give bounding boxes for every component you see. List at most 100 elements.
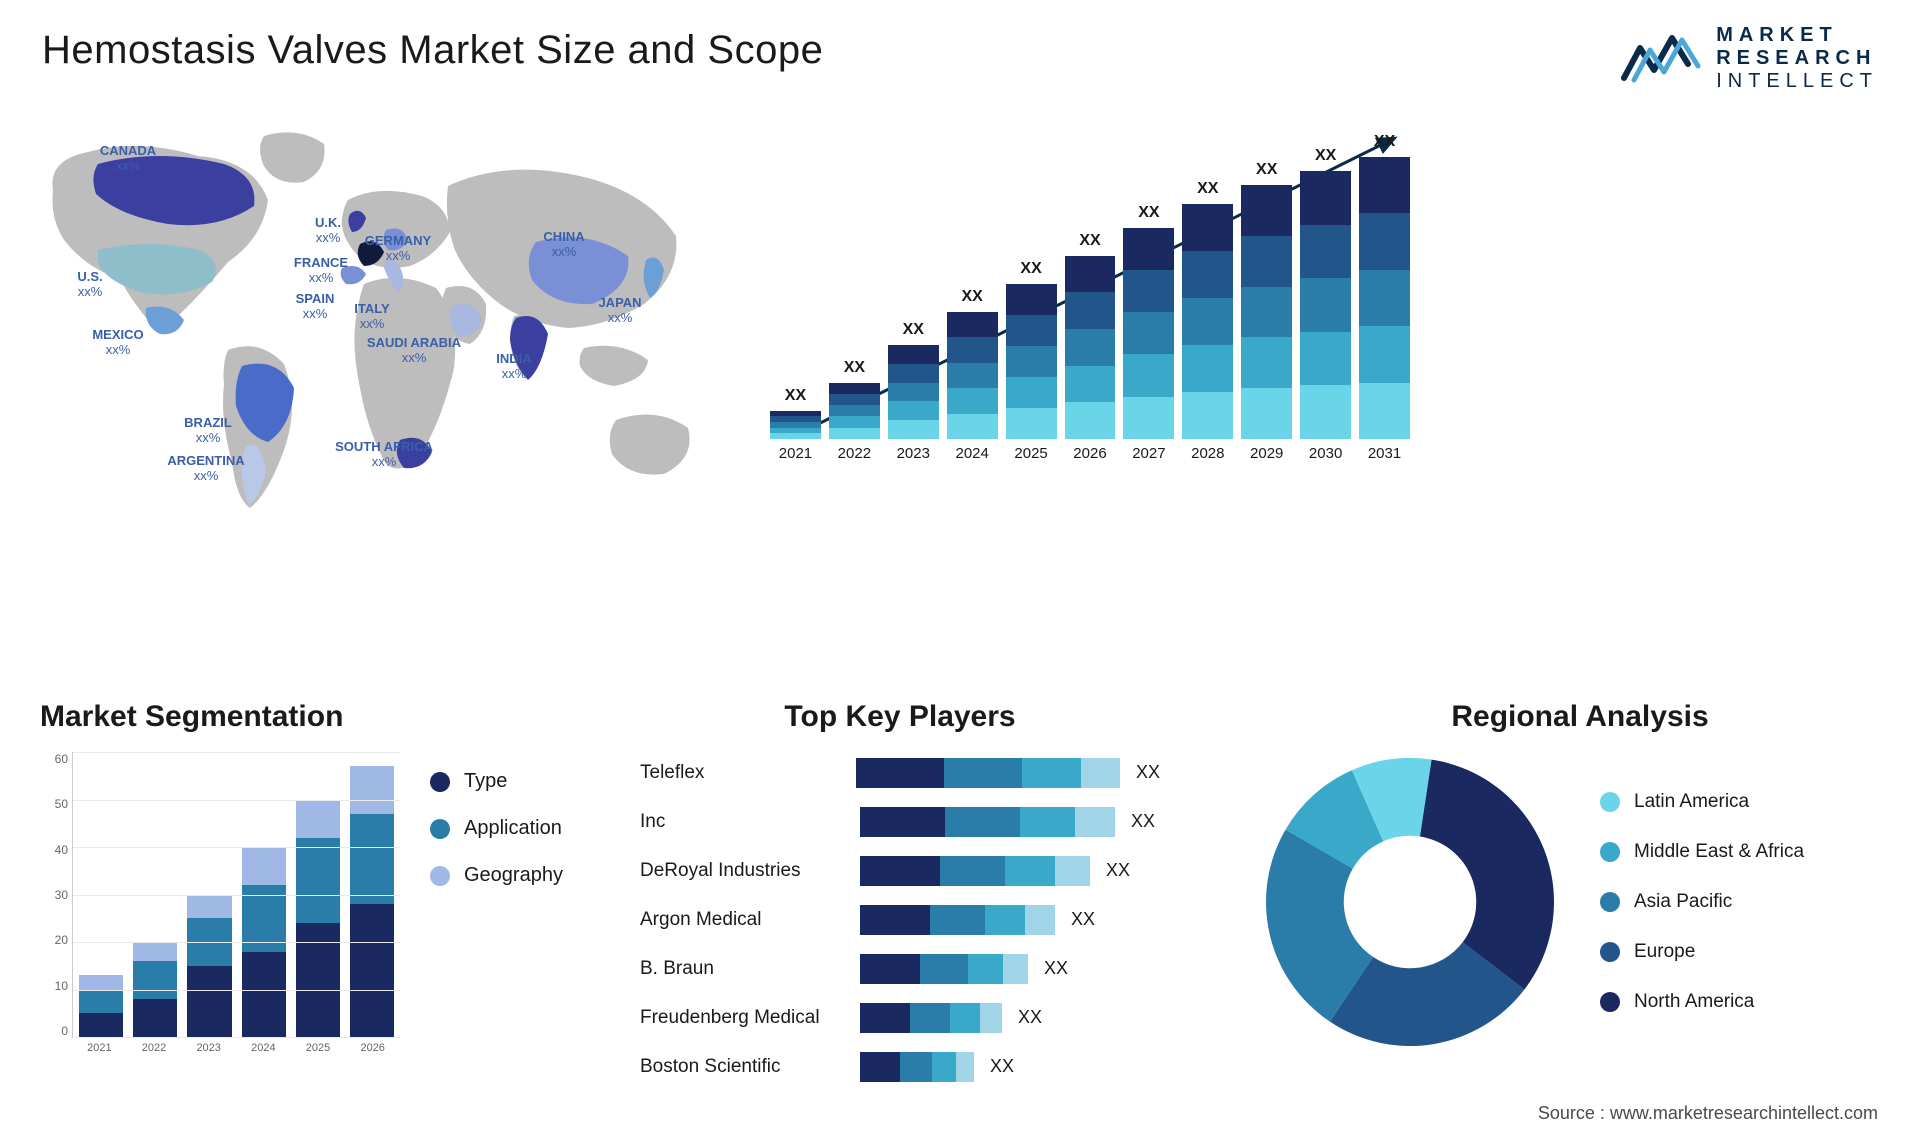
segmentation-xaxis: 202120222023202420252026: [72, 1038, 400, 1062]
growth-bar-value-label: XX: [962, 288, 983, 306]
growth-bar: XX 2023: [888, 321, 939, 462]
growth-bar: XX2025: [1006, 260, 1057, 462]
growth-bar-value-label: XX: [1197, 180, 1218, 198]
key-players-list: TeleflexXXIncXXDeRoyal IndustriesXXArgon…: [640, 748, 1160, 1091]
key-player-row: IncXX: [640, 797, 1160, 846]
segmentation-yaxis: 6050403020100: [40, 752, 68, 1038]
segmentation-xtick: 2021: [72, 1038, 127, 1062]
legend-swatch-icon: [1600, 792, 1620, 812]
regional-legend-item: Asia Pacific: [1600, 891, 1804, 913]
world-map: CANADAxx%U.S.xx%MEXICOxx%BRAZILxx%ARGENT…: [28, 120, 728, 520]
legend-label: Asia Pacific: [1634, 891, 1732, 913]
map-country-label: SPAINxx%: [296, 292, 335, 322]
legend-label: Middle East & Africa: [1634, 841, 1804, 863]
growth-bar-value-label: XX: [1138, 204, 1159, 222]
regional-legend-item: North America: [1600, 991, 1804, 1013]
key-player-name: Argon Medical: [640, 909, 860, 931]
legend-swatch-icon: [1600, 942, 1620, 962]
map-country-label: INDIAxx%: [496, 352, 531, 382]
map-country-label: ITALYxx%: [354, 302, 389, 332]
map-country-label: SOUTH AFRICAxx%: [335, 440, 433, 470]
map-country-label: MEXICOxx%: [92, 328, 143, 358]
segmentation-bar: [187, 895, 231, 1038]
legend-swatch-icon: [1600, 992, 1620, 1012]
growth-bar-value-label: XX: [1315, 147, 1336, 165]
growth-bar-value-label: XX: [1256, 161, 1277, 179]
growth-bar: XX2030: [1300, 147, 1351, 462]
legend-swatch-icon: [430, 866, 450, 886]
segmentation-chart: 6050403020100 202120222023202420252026: [40, 752, 400, 1062]
regional-legend: Latin America Middle East & Africa Asia Pa…: [1600, 791, 1804, 1013]
segmentation-ytick: 20: [40, 933, 68, 947]
legend-swatch-icon: [1600, 842, 1620, 862]
growth-bar-value-label: XX: [785, 387, 806, 405]
regional-legend-item: Latin America: [1600, 791, 1804, 813]
key-player-value: XX: [1131, 811, 1155, 832]
segmentation-bar: [79, 975, 123, 1037]
brand-logo-mark: [1620, 30, 1704, 88]
legend-swatch-icon: [430, 819, 450, 839]
key-player-row: Freudenberg Medical XX: [640, 993, 1160, 1042]
growth-bar: XX 2021: [770, 387, 821, 462]
segmentation-xtick: 2024: [236, 1038, 291, 1062]
segmentation-legend-item: Application: [430, 817, 563, 840]
legend-label: Geography: [464, 864, 563, 887]
key-players-section: Top Key Players TeleflexXXIncXXDeRoyal I…: [640, 700, 1160, 1100]
key-player-row: DeRoyal IndustriesXX: [640, 846, 1160, 895]
regional-section: Regional Analysis Latin America Middle Ea…: [1260, 700, 1900, 1100]
growth-bar: XX2028: [1182, 180, 1233, 462]
growth-bars-container: XX2021XX2022XX2023XX2024XX2025XX2026XX20…: [770, 180, 1410, 462]
growth-bar-value-label: XX: [1079, 232, 1100, 250]
segmentation-xtick: 2025: [291, 1038, 346, 1062]
key-player-value: XX: [1136, 762, 1160, 783]
growth-bar-year: 2021: [779, 445, 812, 462]
segmentation-xtick: 2026: [345, 1038, 400, 1062]
page-title: Hemostasis Valves Market Size and Scope: [42, 28, 823, 73]
growth-bar-value-label: XX: [903, 321, 924, 339]
key-player-value: XX: [1018, 1007, 1042, 1028]
key-player-row: Argon MedicalXX: [640, 895, 1160, 944]
legend-label: Type: [464, 770, 507, 793]
key-player-name: B. Braun: [640, 958, 860, 980]
key-players-title: Top Key Players: [640, 700, 1160, 734]
segmentation-section: Market Segmentation 6050403020100 202120…: [40, 700, 660, 1100]
growth-bar-value-label: XX: [1374, 133, 1395, 151]
key-player-bar: [860, 905, 1055, 935]
map-country-label: U.K.xx%: [315, 216, 341, 246]
map-country-label: SAUDI ARABIAxx%: [367, 336, 461, 366]
segmentation-ytick: 60: [40, 752, 68, 766]
legend-swatch-icon: [1600, 892, 1620, 912]
key-player-bar: [860, 1003, 1002, 1033]
growth-bar-year: 2025: [1014, 445, 1047, 462]
regional-legend-item: Europe: [1600, 941, 1804, 963]
growth-bar: XX 2031: [1359, 133, 1410, 462]
key-player-bar: [860, 1052, 974, 1082]
growth-bar-year: 2023: [897, 445, 930, 462]
map-country-label: ARGENTINAxx%: [167, 454, 244, 484]
growth-bar-year: 2022: [838, 445, 871, 462]
key-player-row: B. BraunXX: [640, 944, 1160, 993]
growth-bar: XX2029: [1241, 161, 1292, 462]
map-country-label: GERMANYxx%: [365, 234, 431, 264]
brand-logo-text: MARKET RESEARCH INTELLECT: [1716, 24, 1878, 93]
key-player-bar: [860, 807, 1115, 837]
growth-bar-year: 2031: [1368, 445, 1401, 462]
key-player-name: Freudenberg Medical: [640, 1007, 860, 1029]
legend-swatch-icon: [430, 772, 450, 792]
segmentation-ytick: 0: [40, 1024, 68, 1038]
key-player-name: DeRoyal Industries: [640, 860, 860, 882]
key-player-row: Boston ScientificXX: [640, 1042, 1160, 1091]
map-country-label: CHINAxx%: [543, 230, 584, 260]
key-player-bar: [856, 758, 1120, 788]
map-country-label: FRANCExx%: [294, 256, 348, 286]
regional-title: Regional Analysis: [1260, 700, 1900, 734]
segmentation-bar: [350, 766, 394, 1037]
segmentation-xtick: 2022: [127, 1038, 182, 1062]
key-player-value: XX: [990, 1056, 1014, 1077]
growth-bar: XX2026: [1065, 232, 1116, 462]
growth-bar: XX2024: [947, 288, 998, 462]
key-player-name: Teleflex: [640, 762, 856, 784]
key-player-bar: [860, 856, 1090, 886]
map-country-label: CANADAxx%: [100, 144, 156, 174]
regional-legend-item: Middle East & Africa: [1600, 841, 1804, 863]
